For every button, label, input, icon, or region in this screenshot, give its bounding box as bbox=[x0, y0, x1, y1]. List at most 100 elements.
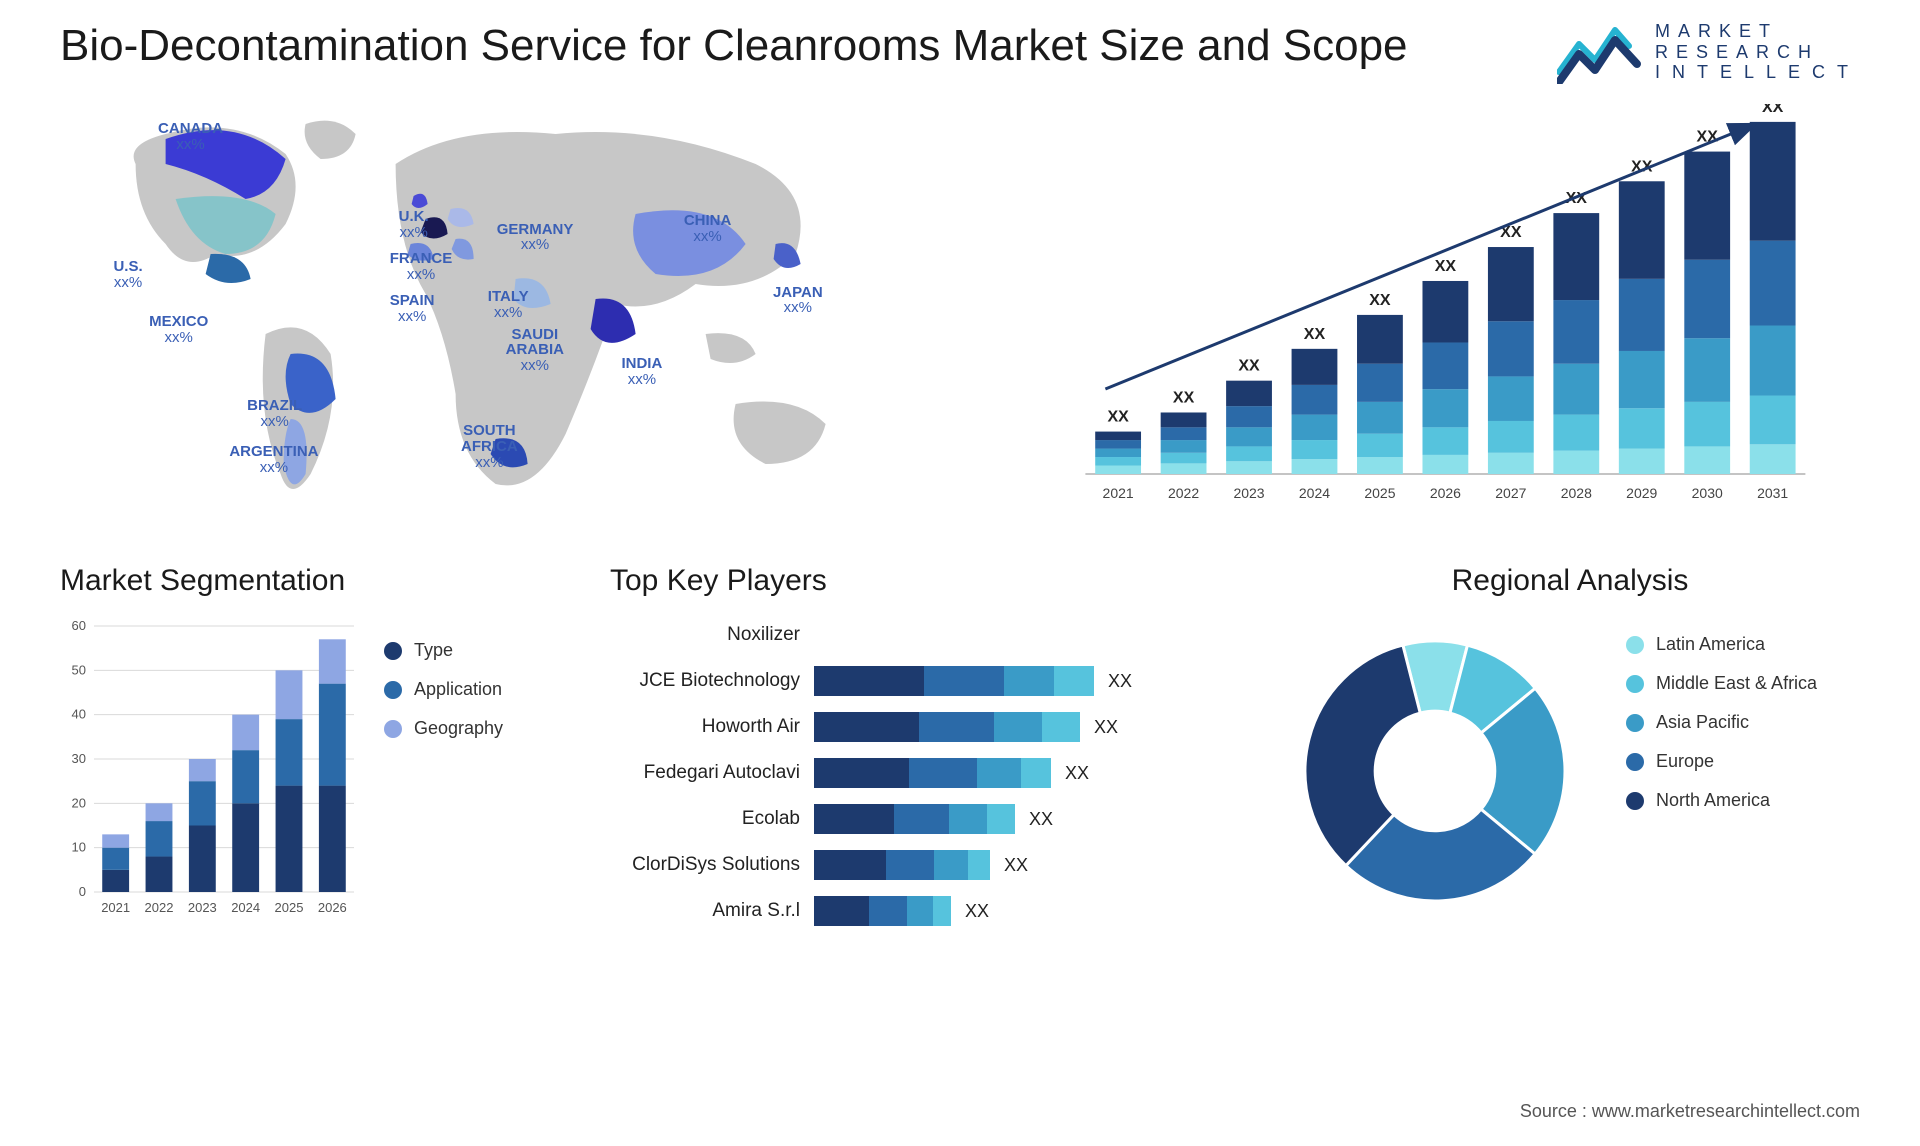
legend-label: Geography bbox=[414, 718, 503, 739]
player-bar-segment bbox=[814, 896, 869, 926]
legend-swatch-icon bbox=[384, 720, 402, 738]
player-bar-wrap: XX bbox=[814, 758, 1230, 788]
legend-swatch-icon bbox=[1626, 714, 1644, 732]
legend-label: North America bbox=[1656, 790, 1770, 811]
svg-text:XX: XX bbox=[1108, 409, 1130, 426]
player-bar-wrap: XX bbox=[814, 804, 1230, 834]
player-bar-segment bbox=[949, 804, 987, 834]
page-title: Bio-Decontamination Service for Cleanroo… bbox=[60, 20, 1408, 73]
player-bar-segment bbox=[909, 758, 977, 788]
logo-mark-icon bbox=[1557, 20, 1643, 84]
player-value: XX bbox=[965, 901, 989, 922]
svg-text:10: 10 bbox=[72, 840, 86, 855]
player-bar-segment bbox=[814, 804, 894, 834]
player-bar-segment bbox=[886, 850, 934, 880]
player-row: Noxilizer bbox=[610, 616, 1230, 654]
player-bar-segment bbox=[933, 896, 951, 926]
map-label: FRANCExx% bbox=[390, 251, 453, 283]
player-name: Amira S.r.l bbox=[610, 900, 800, 922]
svg-text:XX: XX bbox=[1304, 326, 1326, 343]
regional-panel: Regional Analysis Latin America Middle Ea… bbox=[1280, 564, 1860, 944]
player-row: Fedegari Autoclavi XX bbox=[610, 754, 1230, 792]
players-list: Noxilizer JCE BiotechnologyXX Howorth Air X… bbox=[610, 616, 1230, 930]
segmentation-title: Market Segmentation bbox=[60, 564, 560, 598]
svg-text:40: 40 bbox=[72, 707, 86, 722]
player-bar-wrap: XX bbox=[814, 712, 1230, 742]
player-row: ClorDiSys Solutions XX bbox=[610, 846, 1230, 884]
regional-title: Regional Analysis bbox=[1280, 564, 1860, 598]
regional-donut bbox=[1280, 616, 1590, 926]
map-label: SAUDIARABIAxx% bbox=[506, 327, 564, 374]
segmentation-panel: Market Segmentation 01020304050602021202… bbox=[60, 564, 560, 944]
svg-text:30: 30 bbox=[72, 751, 86, 766]
player-bar-segment bbox=[907, 896, 933, 926]
svg-text:2031: 2031 bbox=[1757, 485, 1788, 501]
player-bar-segment bbox=[869, 896, 907, 926]
header: Bio-Decontamination Service for Cleanroo… bbox=[60, 20, 1860, 84]
svg-text:2021: 2021 bbox=[101, 900, 130, 915]
donut-svg bbox=[1290, 626, 1580, 916]
legend-swatch-icon bbox=[1626, 636, 1644, 654]
map-label: GERMANYxx% bbox=[497, 222, 574, 254]
svg-text:2023: 2023 bbox=[188, 900, 217, 915]
legend-swatch-icon bbox=[1626, 753, 1644, 771]
player-name: ClorDiSys Solutions bbox=[610, 854, 800, 876]
player-bar-segment bbox=[934, 850, 968, 880]
legend-swatch-icon bbox=[384, 642, 402, 660]
forecast-svg: XX2021XX2022XX2023XX2024XX2025XX2026XX20… bbox=[1011, 104, 1860, 524]
svg-text:2030: 2030 bbox=[1692, 485, 1723, 501]
map-label: U.S.xx% bbox=[113, 259, 142, 291]
bottom-row: Market Segmentation 01020304050602021202… bbox=[60, 564, 1860, 944]
map-label: BRAZILxx% bbox=[247, 398, 302, 430]
svg-text:2027: 2027 bbox=[1495, 485, 1526, 501]
svg-text:2029: 2029 bbox=[1626, 485, 1657, 501]
player-row: JCE BiotechnologyXX bbox=[610, 662, 1230, 700]
player-bar bbox=[814, 850, 990, 880]
player-bar-segment bbox=[1054, 666, 1094, 696]
svg-text:2026: 2026 bbox=[318, 900, 347, 915]
player-bar-segment bbox=[814, 666, 924, 696]
player-bar-segment bbox=[987, 804, 1015, 834]
svg-text:20: 20 bbox=[72, 795, 86, 810]
player-bar-segment bbox=[814, 758, 909, 788]
legend-label: Latin America bbox=[1656, 634, 1765, 655]
world-map-panel: CANADAxx%U.S.xx%MEXICOxx%BRAZILxx%ARGENT… bbox=[60, 104, 951, 524]
legend-item: Type bbox=[384, 640, 503, 661]
svg-text:2025: 2025 bbox=[1365, 485, 1396, 501]
player-bar-segment bbox=[924, 666, 1004, 696]
regional-legend: Latin America Middle East & Africa Asia Pa… bbox=[1626, 616, 1817, 926]
svg-text:2021: 2021 bbox=[1103, 485, 1134, 501]
svg-text:2026: 2026 bbox=[1430, 485, 1461, 501]
svg-text:2028: 2028 bbox=[1561, 485, 1592, 501]
player-value: XX bbox=[1065, 763, 1089, 784]
svg-text:2024: 2024 bbox=[1299, 485, 1330, 501]
legend-label: Asia Pacific bbox=[1656, 712, 1749, 733]
player-name: Howorth Air bbox=[610, 716, 800, 738]
legend-swatch-icon bbox=[1626, 792, 1644, 810]
svg-text:50: 50 bbox=[72, 662, 86, 677]
map-label: MEXICOxx% bbox=[149, 314, 208, 346]
svg-text:XX: XX bbox=[1435, 258, 1457, 275]
player-name: Fedegari Autoclavi bbox=[610, 762, 800, 784]
segmentation-svg: 0102030405060202120222023202420252026 bbox=[60, 616, 360, 926]
player-bar-segment bbox=[814, 850, 886, 880]
brand-logo: MARKET RESEARCH INTELLECT bbox=[1557, 20, 1860, 84]
player-bar bbox=[814, 712, 1080, 742]
player-bar-segment bbox=[977, 758, 1021, 788]
player-row: Amira S.r.l XX bbox=[610, 892, 1230, 930]
svg-text:XX: XX bbox=[1369, 292, 1391, 309]
map-label: JAPANxx% bbox=[773, 285, 823, 317]
legend-item: Middle East & Africa bbox=[1626, 673, 1817, 694]
segmentation-legend: TypeApplicationGeography bbox=[384, 616, 503, 926]
player-bar-segment bbox=[894, 804, 949, 834]
player-bar-segment bbox=[814, 712, 919, 742]
player-bar-wrap: XX bbox=[814, 850, 1230, 880]
player-row: EcolabXX bbox=[610, 800, 1230, 838]
map-label: U.K.xx% bbox=[399, 209, 429, 241]
logo-line-2: RESEARCH bbox=[1655, 42, 1860, 63]
players-title: Top Key Players bbox=[610, 564, 1230, 598]
legend-item: Latin America bbox=[1626, 634, 1817, 655]
legend-label: Europe bbox=[1656, 751, 1714, 772]
player-row: Howorth Air XX bbox=[610, 708, 1230, 746]
map-label: INDIAxx% bbox=[621, 356, 662, 388]
